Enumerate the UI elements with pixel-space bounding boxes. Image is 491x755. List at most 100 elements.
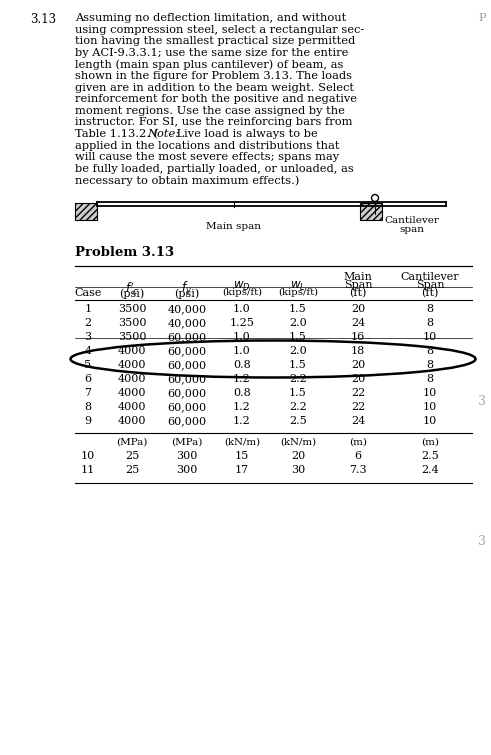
- Text: will cause the most severe effects; spans may: will cause the most severe effects; span…: [75, 153, 339, 162]
- Text: (ft): (ft): [349, 288, 367, 298]
- Text: Assuming no deflection limitation, and without: Assuming no deflection limitation, and w…: [75, 13, 346, 23]
- Text: 17: 17: [235, 465, 249, 475]
- Text: $w_L$: $w_L$: [290, 280, 306, 293]
- Text: be fully loaded, partially loaded, or unloaded, as: be fully loaded, partially loaded, or un…: [75, 164, 354, 174]
- Text: 2: 2: [84, 318, 91, 328]
- Text: 8: 8: [84, 402, 91, 412]
- Text: moment regions. Use the case assigned by the: moment regions. Use the case assigned by…: [75, 106, 345, 116]
- Text: 2.5: 2.5: [289, 416, 307, 426]
- Text: Problem 3.13: Problem 3.13: [75, 246, 174, 259]
- Text: 0.8: 0.8: [233, 388, 251, 398]
- Text: necessary to obtain maximum effects.): necessary to obtain maximum effects.): [75, 175, 300, 186]
- Text: 11: 11: [81, 465, 95, 475]
- Text: 3: 3: [478, 395, 486, 408]
- Text: 6: 6: [84, 374, 91, 384]
- Text: (kips/ft): (kips/ft): [222, 288, 262, 297]
- Text: 8: 8: [427, 360, 434, 370]
- Text: (ft): (ft): [421, 288, 438, 298]
- Text: 3: 3: [478, 535, 486, 548]
- Text: 60,000: 60,000: [167, 388, 207, 398]
- Text: 4000: 4000: [118, 402, 146, 412]
- Text: 1.2: 1.2: [233, 374, 251, 384]
- Text: Cantilever: Cantilever: [401, 272, 459, 282]
- Text: 1.0: 1.0: [233, 332, 251, 342]
- Text: 20: 20: [291, 451, 305, 461]
- Text: 4000: 4000: [118, 346, 146, 356]
- Text: 6: 6: [355, 451, 361, 461]
- Text: 300: 300: [176, 465, 198, 475]
- Text: 25: 25: [125, 465, 139, 475]
- Text: given are in addition to the beam weight. Select: given are in addition to the beam weight…: [75, 82, 354, 93]
- Text: 40,000: 40,000: [167, 304, 207, 314]
- Text: (psi): (psi): [174, 288, 200, 298]
- Text: 1.0: 1.0: [233, 304, 251, 314]
- Text: (m): (m): [421, 438, 439, 447]
- Text: 30: 30: [291, 465, 305, 475]
- Bar: [75, 203, 97, 220]
- Text: 3500: 3500: [118, 332, 146, 342]
- Text: 8: 8: [427, 374, 434, 384]
- Text: 4000: 4000: [118, 416, 146, 426]
- Text: 3.13: 3.13: [30, 13, 56, 26]
- Text: 10: 10: [81, 451, 95, 461]
- Bar: [360, 203, 382, 220]
- Text: 10: 10: [423, 388, 437, 398]
- Text: $f'_c$: $f'_c$: [125, 280, 139, 297]
- Text: 25: 25: [125, 451, 139, 461]
- Text: $w_D$: $w_D$: [233, 280, 251, 293]
- Text: 1.0: 1.0: [233, 346, 251, 356]
- Text: Live load is always to be: Live load is always to be: [173, 129, 318, 139]
- Text: applied in the locations and distributions that: applied in the locations and distributio…: [75, 140, 339, 150]
- Text: (kN/m): (kN/m): [224, 438, 260, 447]
- Text: 4: 4: [84, 346, 91, 356]
- Text: 0.8: 0.8: [233, 360, 251, 370]
- Text: 1.25: 1.25: [230, 318, 254, 328]
- Text: 60,000: 60,000: [167, 360, 207, 370]
- Text: 10: 10: [423, 402, 437, 412]
- Text: 10: 10: [423, 332, 437, 342]
- Text: Note:: Note:: [147, 129, 179, 139]
- Text: 2.2: 2.2: [289, 374, 307, 384]
- Text: 22: 22: [351, 402, 365, 412]
- Text: Cantilever: Cantilever: [384, 216, 439, 225]
- Text: (MPa): (MPa): [171, 438, 203, 447]
- Text: 1.5: 1.5: [289, 304, 307, 314]
- Text: (m): (m): [349, 438, 367, 447]
- Text: span: span: [399, 225, 424, 234]
- Text: 20: 20: [351, 374, 365, 384]
- Text: 1.5: 1.5: [289, 332, 307, 342]
- Text: 3: 3: [84, 332, 91, 342]
- Text: $f_y$: $f_y$: [182, 280, 192, 298]
- Text: length (main span plus cantilever) of beam, as: length (main span plus cantilever) of be…: [75, 60, 343, 70]
- Text: Table 1.13.2. (: Table 1.13.2. (: [75, 129, 158, 140]
- Text: Main span: Main span: [207, 222, 262, 231]
- Text: 1.2: 1.2: [233, 402, 251, 412]
- Text: 2.5: 2.5: [421, 451, 439, 461]
- Text: 2.2: 2.2: [289, 402, 307, 412]
- Text: 7.3: 7.3: [349, 465, 367, 475]
- Text: Span: Span: [344, 280, 372, 290]
- Text: 40,000: 40,000: [167, 318, 207, 328]
- Text: (kN/m): (kN/m): [280, 438, 316, 447]
- Text: Span: Span: [416, 280, 444, 290]
- Text: 60,000: 60,000: [167, 374, 207, 384]
- Text: 8: 8: [427, 346, 434, 356]
- Text: 3500: 3500: [118, 318, 146, 328]
- Text: reinforcement for both the positive and negative: reinforcement for both the positive and …: [75, 94, 357, 104]
- Text: 4000: 4000: [118, 360, 146, 370]
- Text: 2.0: 2.0: [289, 346, 307, 356]
- Text: Main: Main: [344, 272, 373, 282]
- Text: 4000: 4000: [118, 388, 146, 398]
- Text: 22: 22: [351, 388, 365, 398]
- Text: 60,000: 60,000: [167, 346, 207, 356]
- Text: (kips/ft): (kips/ft): [278, 288, 318, 297]
- Text: 4000: 4000: [118, 374, 146, 384]
- Text: shown in the figure for Problem 3.13. The loads: shown in the figure for Problem 3.13. Th…: [75, 71, 352, 81]
- Text: 5: 5: [84, 360, 91, 370]
- Text: 60,000: 60,000: [167, 416, 207, 426]
- Text: (psi): (psi): [119, 288, 145, 298]
- Text: 1.5: 1.5: [289, 360, 307, 370]
- Text: 300: 300: [176, 451, 198, 461]
- Text: 8: 8: [427, 318, 434, 328]
- Text: 24: 24: [351, 318, 365, 328]
